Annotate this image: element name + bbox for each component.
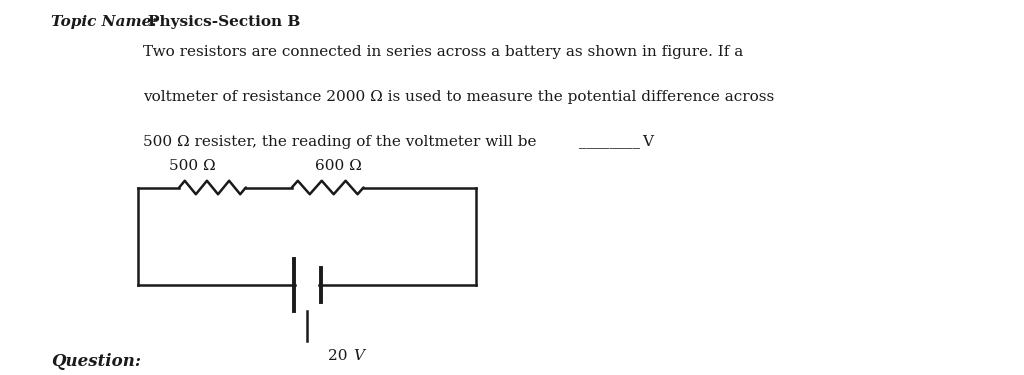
Text: V: V xyxy=(642,135,653,149)
Text: 500 Ω: 500 Ω xyxy=(169,159,215,172)
Text: 500 Ω resister, the reading of the voltmeter will be: 500 Ω resister, the reading of the voltm… xyxy=(143,135,542,149)
Text: Physics-Section B: Physics-Section B xyxy=(148,15,301,29)
Text: ________: ________ xyxy=(579,135,640,149)
Text: voltmeter of resistance 2000 Ω is used to measure the potential difference acros: voltmeter of resistance 2000 Ω is used t… xyxy=(143,90,774,104)
Text: Question:: Question: xyxy=(51,352,141,369)
Text: Two resistors are connected in series across a battery as shown in figure. If a: Two resistors are connected in series ac… xyxy=(143,45,743,59)
Text: 600 Ω: 600 Ω xyxy=(314,159,361,172)
Text: Topic Name:: Topic Name: xyxy=(51,15,158,29)
Text: 20: 20 xyxy=(328,349,352,363)
Text: V: V xyxy=(353,349,365,363)
